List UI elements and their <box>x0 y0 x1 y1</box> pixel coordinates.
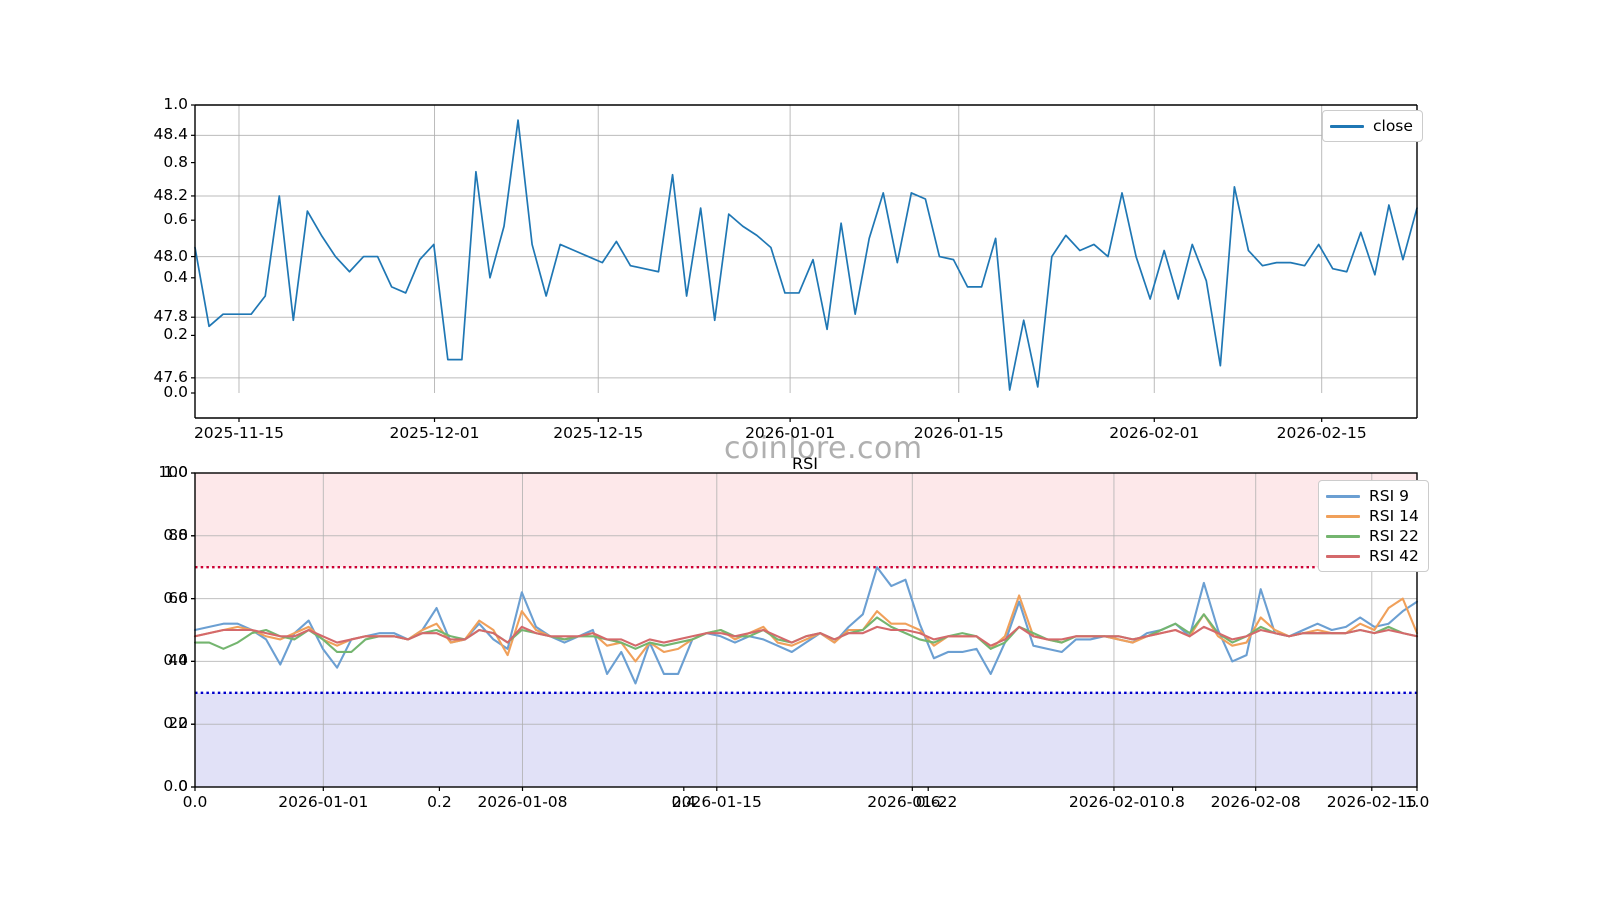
rsi-legend-item[interactable]: RSI 42 <box>1326 546 1419 566</box>
price-xtick-label: 2025-11-15 <box>193 424 285 442</box>
rsi-ytick-label: 100 <box>158 463 188 481</box>
rsi-legend-label: RSI 9 <box>1369 487 1409 505</box>
rsi-xtick-label: 2026-01-08 <box>477 793 568 811</box>
price-ytick-label: 48.2 <box>153 185 188 204</box>
rsi-ytick-label-unit: 0.6 <box>163 588 188 607</box>
price-ytick-label: 47.8 <box>153 307 188 326</box>
rsi-axes-frame <box>194 472 1418 788</box>
rsi-band-overbought <box>195 473 1417 568</box>
price-ytick-label-unit: 0.4 <box>163 267 188 286</box>
rsi-ytick-label: 0 <box>178 777 188 795</box>
price-ytick-label: 47.6 <box>153 367 188 386</box>
rsi-legend-label: RSI 42 <box>1369 547 1419 565</box>
rsi-panel-title: RSI <box>792 454 818 473</box>
price-ytick-label-unit: 1.0 <box>163 95 188 113</box>
legend-color-swatch-icon <box>1326 514 1360 518</box>
rsi-xtick-label-unit: 0.8 <box>1160 793 1185 811</box>
legend-color-swatch-icon <box>1326 494 1360 498</box>
rsi-ytick-label: 20 <box>168 714 188 733</box>
rsi-ytick-label-unit: 0.0 <box>163 777 188 795</box>
price-xtick-label: 2026-02-01 <box>1109 424 1200 442</box>
price-legend-label: close <box>1373 117 1413 135</box>
price-xtick-label: 2025-12-15 <box>553 424 644 442</box>
rsi-xtick-label: 2026-02-08 <box>1210 793 1301 811</box>
price-ytick-label-unit: 0.8 <box>163 152 188 171</box>
rsi-xtick-label: 2026-01-01 <box>278 793 369 811</box>
rsi-legend-label: RSI 22 <box>1369 527 1419 545</box>
price-ytick-label: 48.0 <box>153 246 188 265</box>
rsi-xtick-label-unit: 0.6 <box>915 793 941 811</box>
rsi-line-rsi-14 <box>193 594 1419 663</box>
rsi-xtick-label: 2026-02-15 <box>1326 793 1417 811</box>
rsi-chart-legend[interactable]: RSI 9 RSI 14 RSI 22 RSI 42 <box>1318 480 1429 572</box>
rsi-ytick-label: 40 <box>168 651 188 670</box>
rsi-band-oversold <box>195 692 1417 787</box>
rsi-legend-item[interactable]: RSI 14 <box>1326 506 1419 526</box>
rsi-xtick-label-unit: 0.4 <box>671 793 697 811</box>
price-chart-legend[interactable]: close <box>1322 110 1423 142</box>
legend-color-swatch-icon <box>1330 124 1364 128</box>
price-xtick-label: 2026-01-01 <box>745 424 836 442</box>
legend-color-swatch-icon <box>1326 554 1360 558</box>
legend-color-swatch-icon <box>1326 534 1360 538</box>
rsi-xtick-label-unit: 0.2 <box>427 793 452 811</box>
price-legend-item[interactable]: close <box>1330 116 1413 136</box>
rsi-ytick-label-unit: 0.4 <box>163 651 188 670</box>
rsi-xtick-label-unit: 1.0 <box>1404 793 1430 811</box>
rsi-ytick-label-unit: 1.0 <box>163 463 188 481</box>
price-xtick-label: 2026-01-15 <box>913 424 1004 442</box>
coinlore-watermark: coinlore.com <box>724 431 923 466</box>
price-line-close <box>194 119 1418 391</box>
price-ytick-label-unit: 0.0 <box>163 383 188 401</box>
price-xtick-label: 2025-12-01 <box>389 424 480 442</box>
rsi-legend-label: RSI 14 <box>1369 507 1419 525</box>
rsi-xtick-label: 2026-02-01 <box>1068 793 1159 811</box>
price-ytick-label-unit: 0.2 <box>163 325 188 344</box>
price-ytick-label: 48.4 <box>153 125 188 144</box>
rsi-xtick-label: 2026-01-22 <box>867 793 958 811</box>
rsi-xtick-label: 2026-01-15 <box>671 793 762 811</box>
price-ytick-label-unit: 0.6 <box>163 210 188 229</box>
rsi-ytick-label: 80 <box>168 525 188 544</box>
rsi-ytick-label-unit: 0.8 <box>163 525 188 544</box>
rsi-legend-item[interactable]: RSI 22 <box>1326 526 1419 546</box>
rsi-line-rsi-42 <box>193 625 1419 647</box>
price-xtick-label: 2026-02-15 <box>1276 424 1367 442</box>
rsi-legend-item[interactable]: RSI 9 <box>1326 486 1419 506</box>
rsi-ytick-label: 60 <box>168 588 188 607</box>
rsi-ytick-label-unit: 0.2 <box>163 714 188 733</box>
rsi-line-rsi-9 <box>193 566 1419 685</box>
rsi-xtick-label-unit: 0.0 <box>182 793 208 811</box>
